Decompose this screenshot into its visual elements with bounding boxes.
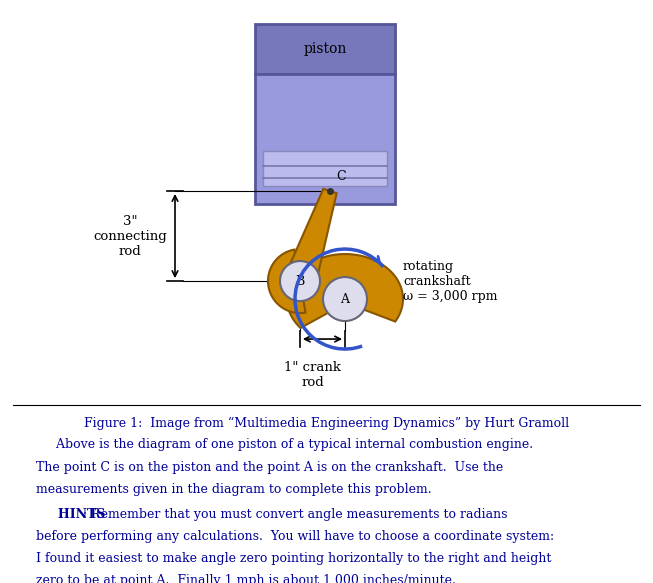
Text: The point C is on the piston and the point A is on the crankshaft.  Use the: The point C is on the piston and the poi… xyxy=(36,461,503,473)
Text: C: C xyxy=(336,170,345,183)
Text: Figure 1:  Image from “Multimedia Engineering Dynamics” by Hurt Gramoll: Figure 1: Image from “Multimedia Enginee… xyxy=(84,417,569,430)
Text: I found it easiest to make angle zero pointing horizontally to the right and hei: I found it easiest to make angle zero po… xyxy=(36,552,551,565)
Text: A: A xyxy=(340,293,349,305)
Polygon shape xyxy=(285,189,337,286)
Text: Above is the diagram of one piston of a typical internal combustion engine.: Above is the diagram of one piston of a … xyxy=(36,438,533,451)
Text: measurements given in the diagram to complete this problem.: measurements given in the diagram to com… xyxy=(36,483,432,496)
Bar xyxy=(255,24,395,74)
Text: HINTS: HINTS xyxy=(36,508,105,521)
Text: B: B xyxy=(295,275,305,287)
Text: piston: piston xyxy=(303,42,347,56)
Text: 1" crank
rod: 1" crank rod xyxy=(284,361,341,389)
Bar xyxy=(255,74,395,204)
Bar xyxy=(263,151,387,186)
Text: : Remember that you must convert angle measurements to radians: : Remember that you must convert angle m… xyxy=(83,508,507,521)
Circle shape xyxy=(323,277,367,321)
Text: 3"
connecting
rod: 3" connecting rod xyxy=(93,215,167,258)
Text: before performing any calculations.  You will have to choose a coordinate system: before performing any calculations. You … xyxy=(36,530,554,543)
Polygon shape xyxy=(268,250,306,313)
Circle shape xyxy=(280,261,320,301)
Polygon shape xyxy=(287,254,403,328)
Text: rotating
crankshaft
ω = 3,000 rpm: rotating crankshaft ω = 3,000 rpm xyxy=(403,259,498,303)
Text: zero to be at point A.  Finally 1 mph is about 1,000 inches/minute.: zero to be at point A. Finally 1 mph is … xyxy=(36,574,456,583)
